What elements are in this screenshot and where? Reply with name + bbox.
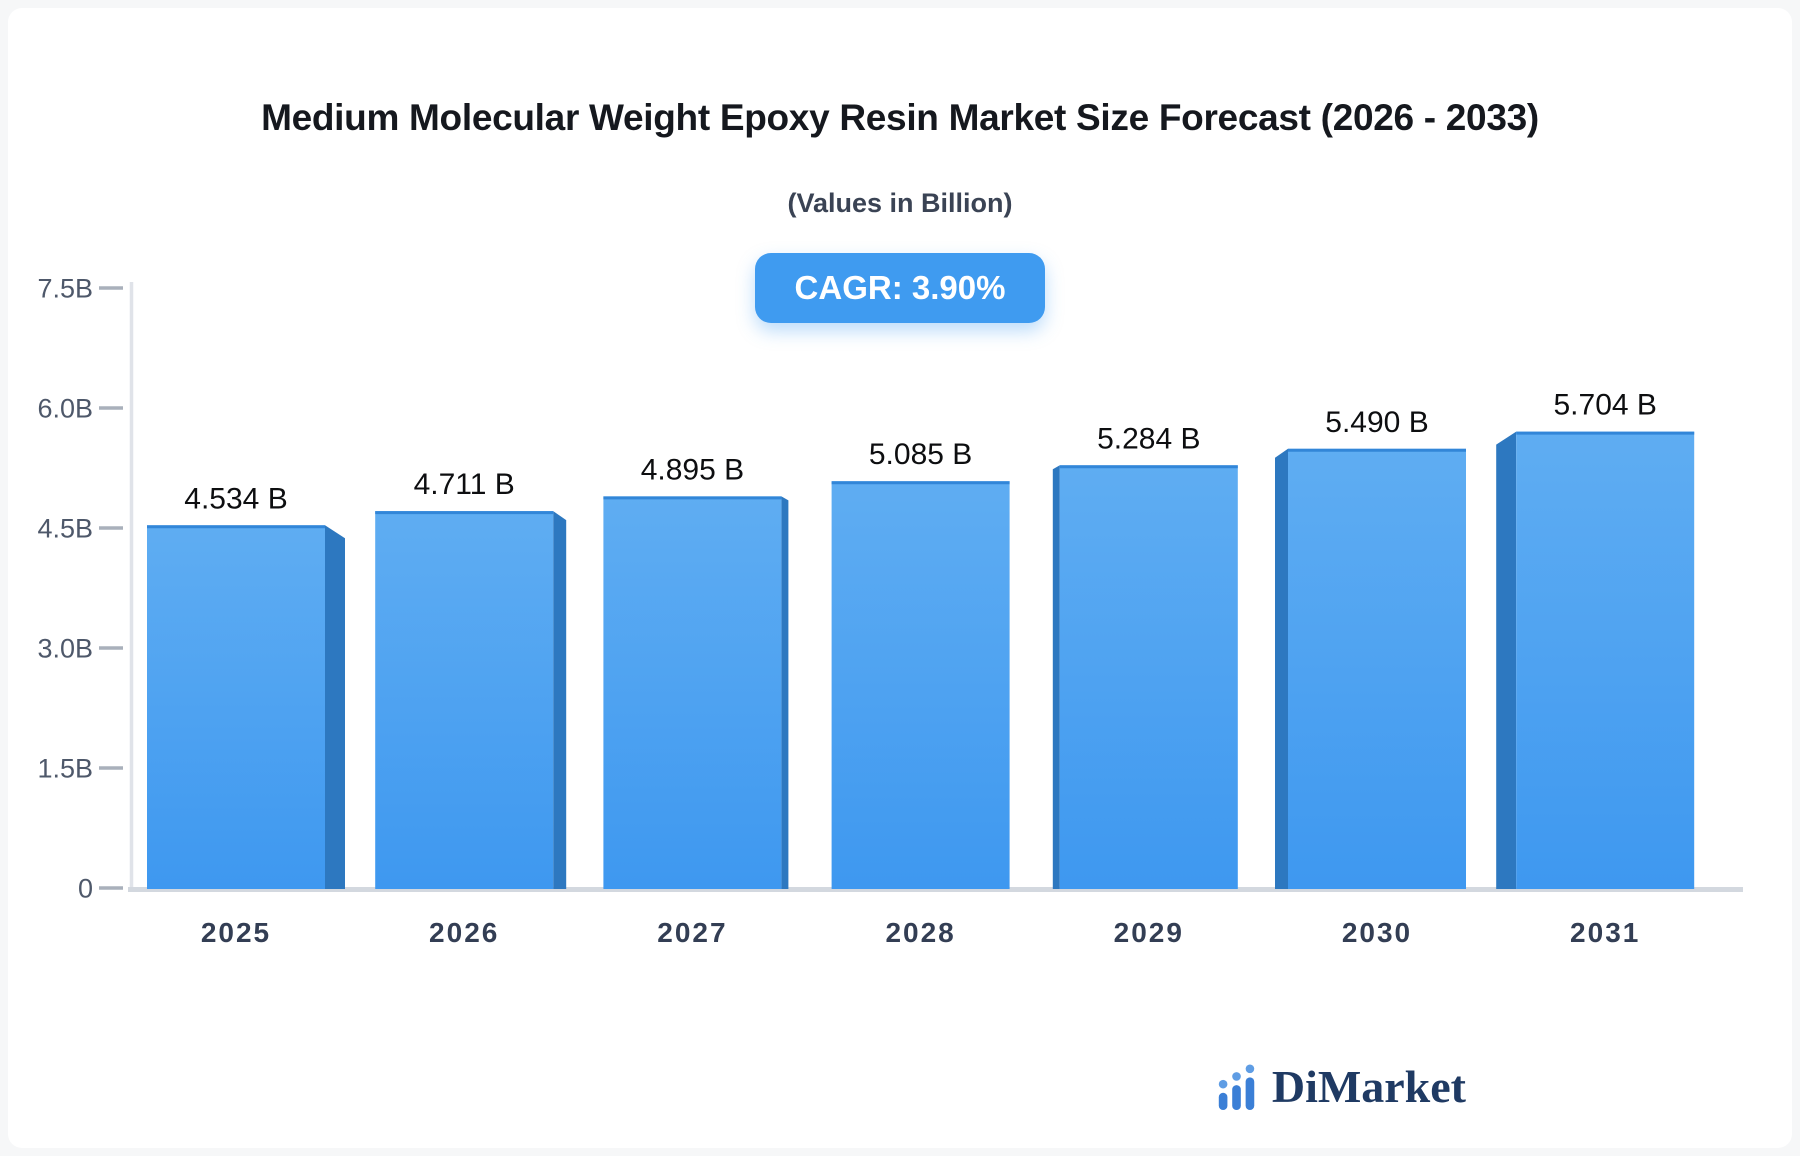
bar-value-label: 5.490 B: [1325, 406, 1428, 439]
x-tick-label: 2031: [1570, 917, 1640, 948]
brand-name: DiMarket: [1271, 1061, 1466, 1112]
bar-value-label: 5.085 B: [869, 438, 972, 471]
y-tick-label: 3.0B: [37, 634, 93, 664]
cagr-badge: CAGR: 3.90%: [754, 253, 1046, 323]
bar-group-2031[interactable]: 5.704 B 2031: [1496, 389, 1695, 948]
bar-side-face: [1275, 448, 1288, 889]
x-tick-label: 2027: [657, 917, 727, 948]
y-tick-label: 6.0B: [37, 394, 93, 424]
logo-bar: [1232, 1085, 1241, 1110]
y-tick-label: 0: [78, 874, 93, 904]
y-tick-label: 7.5B: [37, 274, 93, 304]
chart-subtitle: (Values in Billion): [787, 188, 1013, 218]
x-tick-label: 2028: [885, 917, 955, 948]
bar-side-face: [553, 511, 567, 889]
bar-value-label: 4.534 B: [184, 482, 287, 515]
x-tick-label: 2030: [1342, 917, 1412, 948]
bar-front-face: [1059, 465, 1238, 889]
bar-side-face: [781, 496, 789, 889]
bar-front-face: [1516, 431, 1695, 889]
logo-dot: [1218, 1079, 1228, 1089]
cagr-badge-wrap: CAGR: 3.90%: [0, 253, 1800, 323]
bar-chart-logo-icon: [1218, 1064, 1255, 1110]
bar-front-face: [1288, 448, 1466, 889]
y-tick-label: 4.5B: [37, 514, 93, 544]
logo-bar: [1245, 1077, 1255, 1110]
y-tick-label: 1.5B: [37, 754, 93, 784]
bar-front-face: [831, 481, 1010, 889]
bar-front-face: [375, 511, 554, 889]
bar-value-label: 4.711 B: [414, 468, 515, 501]
x-tick-label: 2029: [1114, 917, 1184, 948]
logo-dot: [1232, 1072, 1241, 1081]
chart-title: Medium Molecular Weight Epoxy Resin Mark…: [261, 97, 1539, 138]
x-tick-label: 2026: [429, 917, 499, 948]
brand-logo: DiMarket: [1214, 1058, 1466, 1116]
bar-group-2030[interactable]: 5.490 B 2030: [1275, 406, 1466, 948]
bar-group-2026[interactable]: 4.711 B 2026: [375, 468, 567, 948]
bar-front-face: [147, 525, 325, 889]
bar-group-2029[interactable]: 5.284 B 2029: [1052, 422, 1238, 948]
bar-group-2027[interactable]: 4.895 B 2027: [603, 453, 789, 948]
bar-side-face: [1052, 465, 1060, 889]
bar-value-label: 4.895 B: [641, 453, 744, 486]
bar-side-face: [325, 525, 345, 889]
bar-side-face: [1496, 431, 1517, 889]
bar-value-label: 5.284 B: [1097, 422, 1200, 455]
x-tick-label: 2025: [201, 917, 271, 948]
bar-group-2025[interactable]: 4.534 B 2025: [147, 482, 345, 948]
bar-value-label: 5.704 B: [1553, 389, 1656, 422]
bar-group-2028[interactable]: 5.085 B 2028: [831, 438, 1010, 948]
logo-dot: [1245, 1064, 1255, 1074]
bar-front-face: [603, 496, 782, 889]
logo-bar: [1218, 1092, 1228, 1110]
